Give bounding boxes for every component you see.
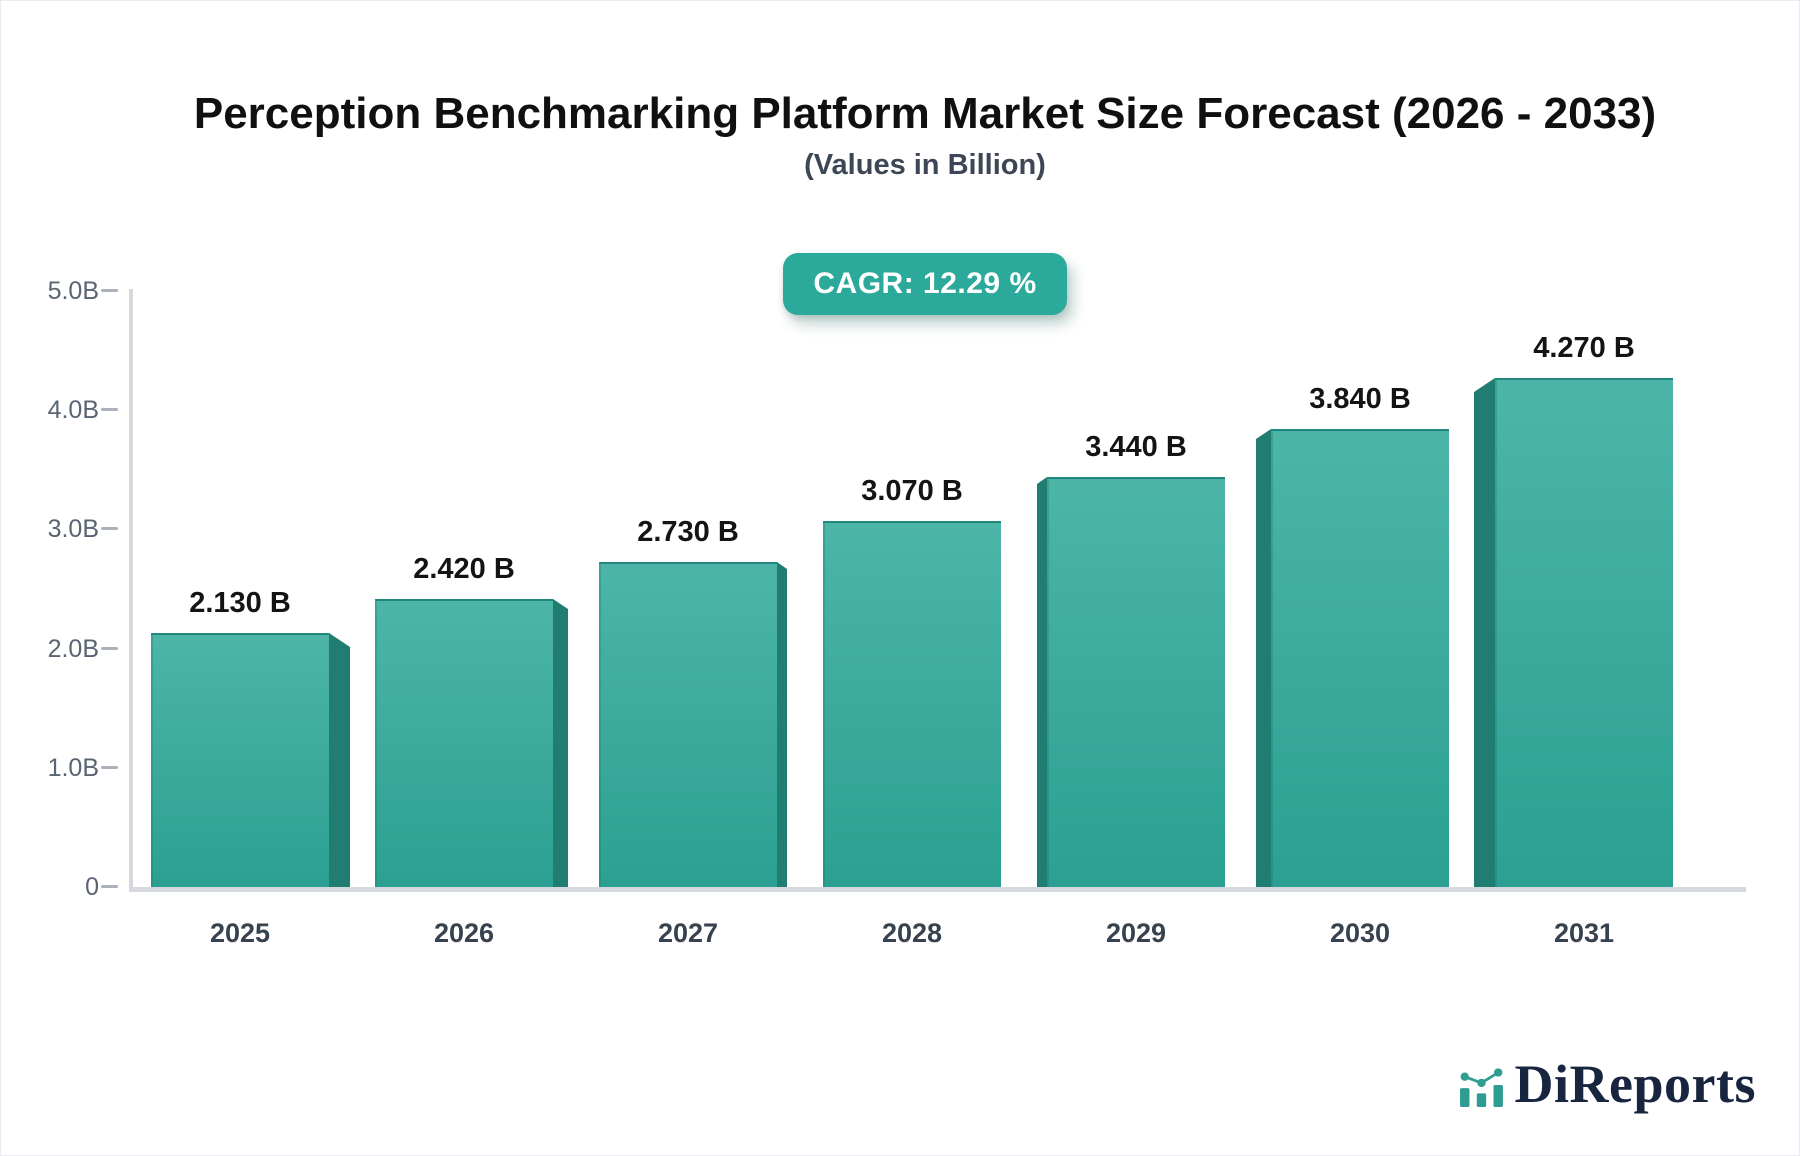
bar-value-label: 2.730 B <box>637 516 739 548</box>
x-axis-label-2031: 2031 <box>1553 918 1615 948</box>
bar-2028[interactable] <box>823 521 1001 888</box>
bar-2030[interactable] <box>1271 429 1449 888</box>
x-axis-label-2026: 2026 <box>433 918 495 948</box>
bar-2025[interactable] <box>151 633 329 888</box>
y-axis-tick-label: 1.0B <box>47 753 99 782</box>
bar-value-label: 2.420 B <box>413 553 515 585</box>
y-axis-tick-label: 5.0B <box>47 277 99 305</box>
bar-side-2026 <box>553 599 568 888</box>
bar-2026[interactable] <box>375 599 553 888</box>
x-axis-label-2030: 2030 <box>1329 918 1391 948</box>
bar-value-label: 3.440 B <box>1085 431 1187 463</box>
cagr-badge: CAGR: 12.29 % <box>783 253 1067 315</box>
bar-value-label: 4.270 B <box>1533 332 1635 364</box>
x-axis-label-2028: 2028 <box>881 918 943 948</box>
chart-title: Perception Benchmarking Platform Market … <box>193 89 1657 138</box>
y-axis-tick-label: 2.0B <box>47 634 99 663</box>
bar-2031[interactable] <box>1495 378 1673 888</box>
chart-subtitle: (Values in Billion) <box>804 149 1046 181</box>
y-axis-tick-mark <box>101 289 118 292</box>
y-axis-line <box>129 289 133 891</box>
bar-side-2027 <box>777 562 787 888</box>
bar-side-2030 <box>1256 429 1271 888</box>
bar-side-2029 <box>1037 477 1047 888</box>
bar-2027[interactable] <box>599 562 777 888</box>
brand-logo[interactable]: DiReports <box>1459 1057 1756 1111</box>
y-axis-tick-mark <box>101 646 118 650</box>
y-axis-tick-label: 0 <box>85 873 99 901</box>
bar-side-2025 <box>329 633 350 888</box>
bar-2029[interactable] <box>1047 477 1225 888</box>
brand-logo-text: DiReports <box>1514 1054 1756 1114</box>
x-axis-label-2027: 2027 <box>657 918 719 948</box>
y-axis-tick-label: 3.0B <box>47 515 99 544</box>
y-axis-tick-mark <box>101 765 118 769</box>
y-axis-tick-mark <box>101 885 118 888</box>
x-axis-label-2029: 2029 <box>1105 918 1167 948</box>
bar-value-label: 2.130 B <box>189 587 291 619</box>
bar-value-label: 3.070 B <box>861 475 963 507</box>
x-axis-label-2025: 2025 <box>209 918 271 948</box>
bar-chart-logo-icon <box>1459 1068 1503 1107</box>
y-axis-tick-mark <box>101 527 118 531</box>
cagr-badge-row: CAGR: 12.29 % <box>25 253 1799 315</box>
y-axis-tick-label: 4.0B <box>47 396 99 425</box>
x-axis-line <box>129 887 1746 892</box>
bar-value-label: 3.840 B <box>1309 383 1411 415</box>
bar-side-2031 <box>1474 378 1495 888</box>
y-axis-tick-mark <box>101 408 118 412</box>
